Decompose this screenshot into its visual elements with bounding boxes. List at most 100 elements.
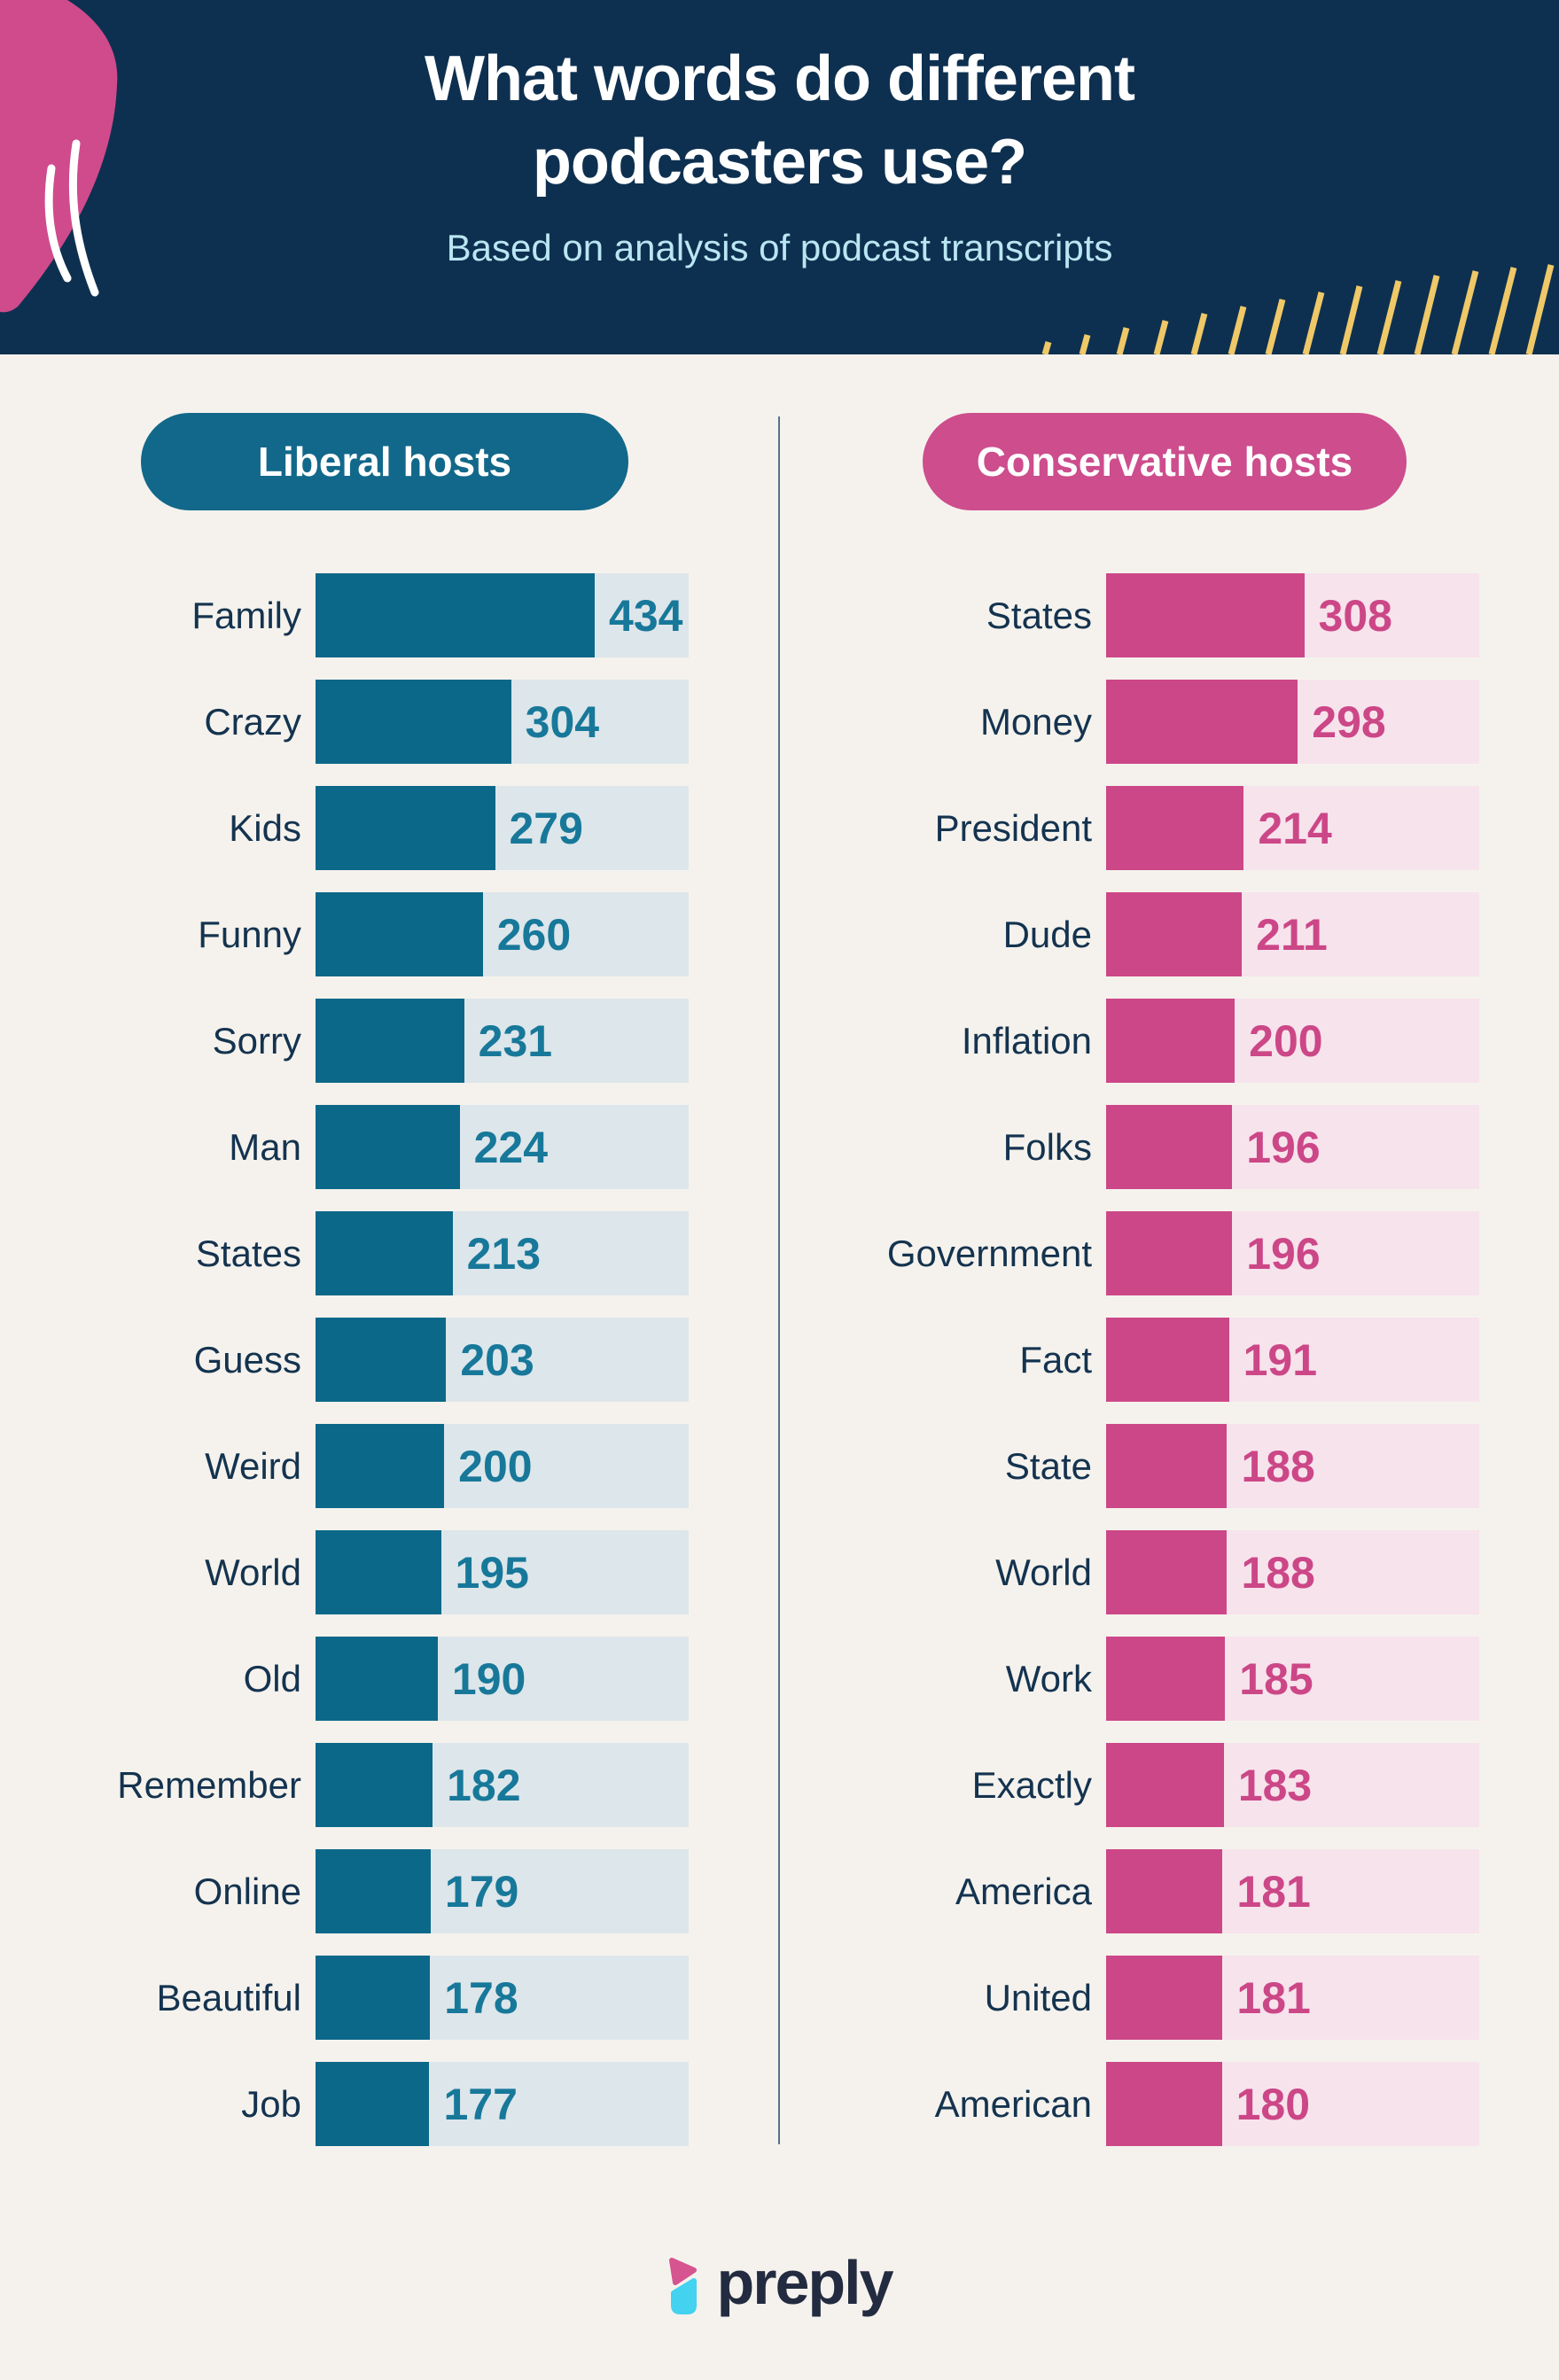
bar-value: 188	[1241, 1547, 1315, 1598]
bar-row: Funny 260	[71, 892, 689, 976]
bar-value: 185	[1239, 1653, 1313, 1704]
bar-track: 190	[316, 1637, 689, 1721]
bar-row: Old 190	[71, 1637, 689, 1721]
bar-row: Sorry 231	[71, 999, 689, 1083]
bar-label: American	[934, 2082, 1092, 2125]
bar-value: 190	[451, 1653, 526, 1704]
bar-label: Money	[979, 700, 1092, 743]
bar-track: 308	[1106, 573, 1479, 657]
bar-track: 279	[316, 786, 689, 870]
bar-label: United	[984, 1976, 1092, 2018]
bar-row: Money 298	[861, 680, 1479, 764]
bar-label: America	[955, 1870, 1092, 1912]
bar-track: 304	[316, 680, 689, 764]
bar-fill	[1106, 573, 1305, 657]
bar-value: 180	[1236, 2079, 1311, 2129]
bar-label: States	[195, 1232, 301, 1274]
brand-footer: preply	[0, 2237, 1559, 2335]
bar-row: Exactly 183	[861, 1743, 1479, 1827]
bar-fill	[316, 1211, 453, 1295]
bar-label: State	[1004, 1444, 1092, 1487]
bar-label: Kids	[229, 806, 301, 849]
bar-row: Crazy 304	[71, 680, 689, 764]
bar-track: 183	[1106, 1743, 1479, 1827]
bar-track: 182	[316, 1743, 689, 1827]
bar-fill	[316, 1105, 460, 1189]
bar-fill	[1106, 999, 1236, 1083]
bar-track: 434	[316, 573, 689, 657]
bar-track: 188	[1106, 1424, 1479, 1508]
bar-row: Government 196	[861, 1211, 1479, 1295]
bar-label: World	[205, 1551, 301, 1593]
bar-fill	[1106, 1530, 1228, 1614]
page-title-line1: What words do different	[425, 43, 1135, 114]
bar-label: Sorry	[212, 1019, 301, 1062]
bar-value: 224	[473, 1122, 549, 1172]
bar-fill	[1106, 1211, 1233, 1295]
bar-value: 183	[1237, 1760, 1313, 1810]
bar-value: 188	[1241, 1441, 1315, 1491]
bar-track: 196	[1106, 1211, 1479, 1295]
bar-value: 177	[443, 2079, 518, 2129]
bar-fill	[1106, 2062, 1222, 2146]
bar-label: Weird	[205, 1444, 301, 1487]
bar-track: 191	[1106, 1318, 1479, 1402]
bar-label: Government	[886, 1232, 1092, 1274]
bar-track: 185	[1106, 1637, 1479, 1721]
bar-row: Fact 191	[861, 1318, 1479, 1402]
bar-fill	[1106, 1424, 1228, 1508]
bar-fill	[316, 786, 495, 870]
bar-row: Online 179	[71, 1849, 689, 1933]
bar-value: 196	[1246, 1228, 1321, 1279]
bar-value: 195	[455, 1547, 529, 1598]
bar-fill	[316, 1956, 431, 2040]
bar-row: President 214	[861, 786, 1479, 870]
bar-label: Dude	[1002, 913, 1092, 955]
bar-fill	[1106, 1956, 1223, 2040]
bar-label: World	[995, 1551, 1092, 1593]
bar-row: World 188	[861, 1530, 1479, 1614]
bar-value: 434	[609, 590, 683, 641]
bar-row: Work 185	[861, 1637, 1479, 1721]
bar-track: 179	[316, 1849, 689, 1933]
bar-label: Guess	[193, 1338, 301, 1381]
header-text: What words do different podcasters use? …	[0, 0, 1559, 269]
conservative-hosts-pill: Conservative hosts	[923, 413, 1407, 510]
bar-label: Man	[229, 1125, 301, 1168]
bar-row: Man 224	[71, 1105, 689, 1189]
liberal-hosts-pill: Liberal hosts	[141, 413, 628, 510]
bar-row: Guess 203	[71, 1318, 689, 1402]
bar-row: United 181	[861, 1956, 1479, 2040]
bar-row: Kids 279	[71, 786, 689, 870]
bar-row: World 195	[71, 1530, 689, 1614]
bar-value: 182	[447, 1760, 521, 1810]
bar-fill	[1106, 1637, 1226, 1721]
bar-fill	[316, 573, 596, 657]
bar-label: Work	[1005, 1657, 1092, 1699]
bar-track: 195	[316, 1530, 689, 1614]
bar-row: States 213	[71, 1211, 689, 1295]
bar-row: State 188	[861, 1424, 1479, 1508]
bar-value: 213	[466, 1228, 542, 1279]
gold-rays-icon	[1041, 264, 1555, 354]
bar-row: Inflation 200	[861, 999, 1479, 1083]
bar-row: America 181	[861, 1849, 1479, 1933]
bar-value: 178	[444, 1972, 518, 2023]
bar-fill	[316, 1318, 447, 1402]
bar-label: Fact	[1019, 1338, 1092, 1381]
bar-track: 298	[1106, 680, 1479, 764]
bar-fill	[316, 1743, 433, 1827]
bar-value: 279	[509, 803, 583, 853]
bar-label: Folks	[1002, 1125, 1092, 1168]
bar-row: Remember 182	[71, 1743, 689, 1827]
bar-fill	[1106, 892, 1243, 976]
bar-label: Crazy	[204, 700, 301, 743]
header: What words do different podcasters use? …	[0, 0, 1559, 354]
preply-wordmark: preply	[716, 2248, 893, 2317]
page-subtitle: Based on analysis of podcast transcripts	[446, 227, 1113, 268]
bar-row: Folks 196	[861, 1105, 1479, 1189]
bar-label: Online	[193, 1870, 301, 1912]
page-title-line2: podcasters use?	[532, 127, 1027, 198]
bar-fill	[316, 2062, 430, 2146]
